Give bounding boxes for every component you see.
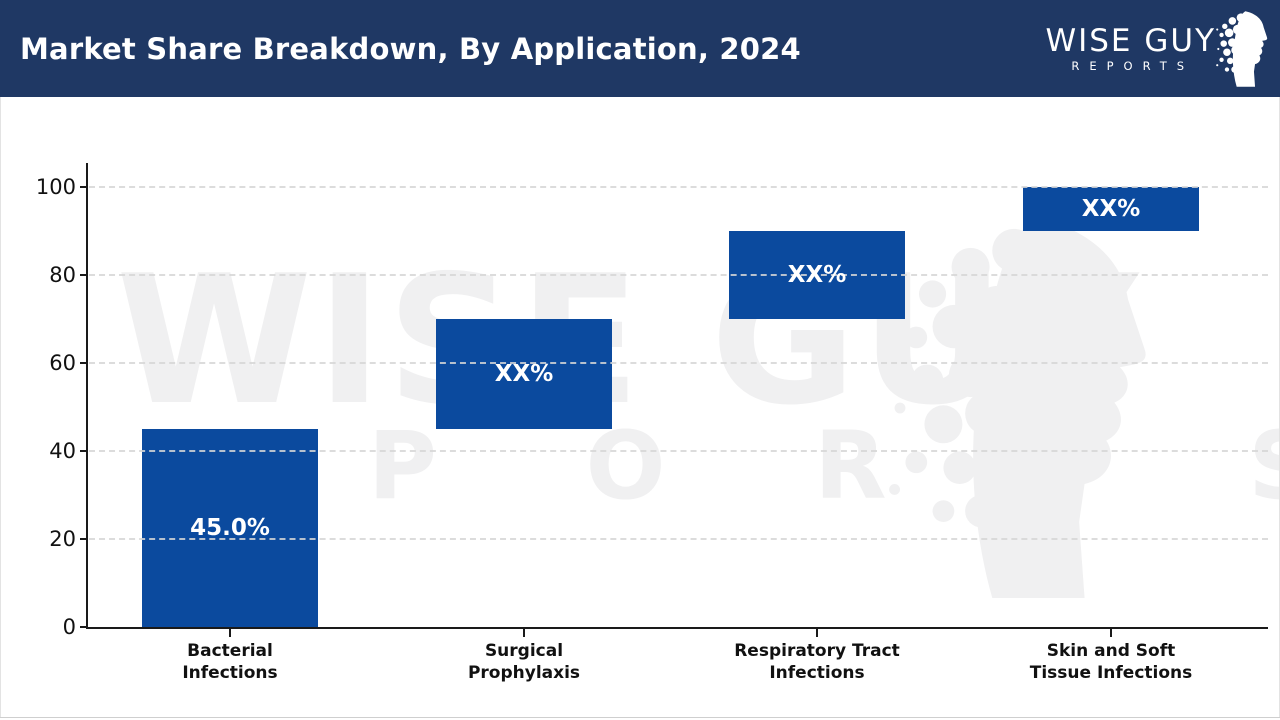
y-tick-label: 20 <box>49 527 76 551</box>
wise-guy-logo: WISE GUY REPORTS <box>1045 6 1268 92</box>
header: Market Share Breakdown, By Application, … <box>0 0 1280 97</box>
head-profile-icon <box>1216 11 1268 87</box>
y-tick <box>80 538 88 540</box>
head-dots <box>1216 13 1251 81</box>
y-tick <box>80 626 88 628</box>
bar-value-label: XX% <box>1081 196 1141 222</box>
y-gridline <box>89 186 1268 188</box>
x-category-label: Skin and Soft Tissue Infections <box>1029 641 1193 684</box>
x-tick <box>816 629 818 637</box>
y-gridline <box>89 362 1268 364</box>
y-tick <box>80 186 88 188</box>
logo-text: WISE GUY REPORTS <box>1045 25 1216 73</box>
x-axis-line <box>86 627 1268 629</box>
x-tick <box>523 629 525 637</box>
y-tick <box>80 362 88 364</box>
y-tick <box>80 450 88 452</box>
y-tick-label: 60 <box>49 351 76 375</box>
bar-value-label: 45.0% <box>190 515 270 541</box>
bar-value-label: XX% <box>787 262 847 288</box>
logo-wordmark: WISE GUY <box>1045 23 1216 60</box>
left-border <box>0 97 1 717</box>
chart-title: Market Share Breakdown, By Application, … <box>20 31 801 66</box>
y-gridline <box>89 450 1268 452</box>
x-category-label: Bacterial Infections <box>182 641 278 684</box>
y-axis-line <box>86 163 88 629</box>
x-tick <box>1110 629 1112 637</box>
y-tick-label: 80 <box>49 263 76 287</box>
bar-segment <box>142 429 318 627</box>
y-gridline <box>89 538 1268 540</box>
x-category-label: Respiratory Tract Infections <box>734 641 900 684</box>
logo-subtext: REPORTS <box>1071 58 1195 73</box>
y-tick-label: 100 <box>35 175 76 199</box>
bar-segment <box>436 319 612 429</box>
y-tick <box>80 274 88 276</box>
y-tick-label: 40 <box>49 439 76 463</box>
y-tick-label: 0 <box>62 615 76 639</box>
y-gridline <box>89 274 1268 276</box>
bottom-border <box>0 717 1280 718</box>
bar-value-label: XX% <box>494 361 554 387</box>
x-category-label: Surgical Prophylaxis <box>467 641 581 684</box>
x-tick <box>229 629 231 637</box>
